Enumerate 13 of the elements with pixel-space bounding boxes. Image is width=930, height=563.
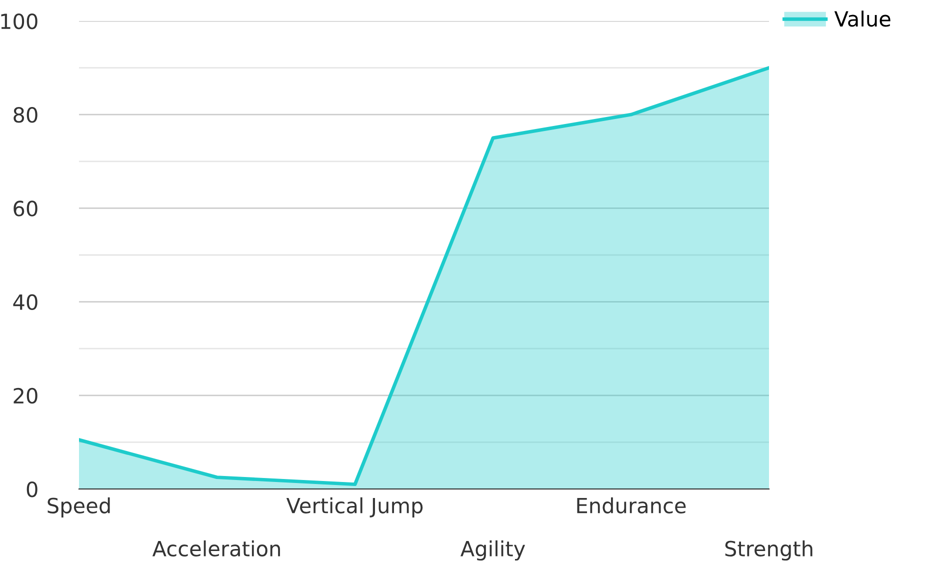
x-tick-label: Vertical Jump <box>286 497 423 518</box>
x-tick-label: Speed <box>48 497 110 518</box>
x-tick-label: Strength <box>725 540 812 561</box>
y-tick-label: 40 <box>13 294 38 310</box>
x-tick-label: Endurance <box>577 497 686 514</box>
y-tick-label: 20 <box>14 388 38 404</box>
y-tick-label: 0 <box>26 481 38 498</box>
y-tick-label: 100 <box>1 13 38 30</box>
y-tick-label: 60 <box>14 200 38 216</box>
legend-label: Value <box>834 10 890 27</box>
x-tick-label: Agility <box>460 540 526 561</box>
x-tick-label: Acceleration <box>152 540 280 557</box>
y-tick-label: 80 <box>14 107 38 123</box>
